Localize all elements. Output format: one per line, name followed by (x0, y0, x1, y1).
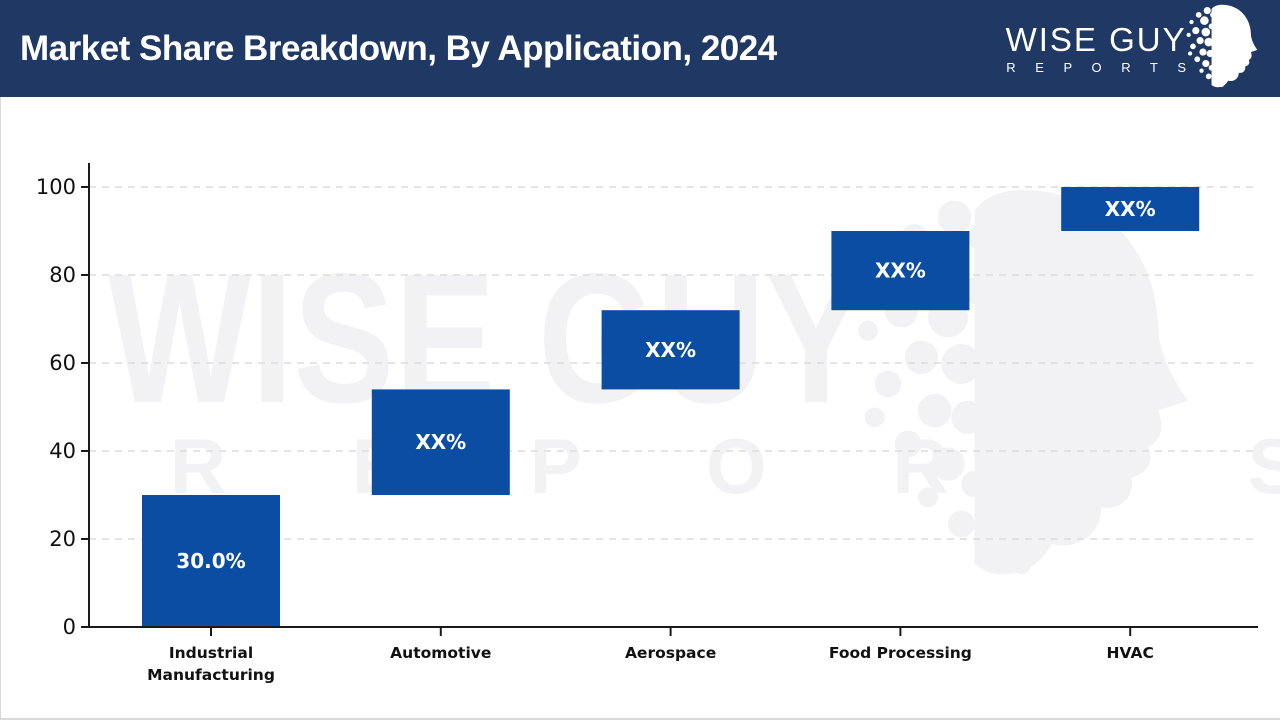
head-dot (918, 487, 938, 508)
head-dot (858, 320, 878, 341)
app-header: Market Share Breakdown, By Application, … (0, 0, 1280, 97)
head-dot (1202, 59, 1210, 68)
logo-wiseguy-text: WISE GUY (1005, 20, 1187, 58)
y-tick-label-40: 40 (49, 439, 76, 463)
brand-logo: WISE GUY R E P O R T S (998, 0, 1266, 97)
head-dot (1201, 27, 1211, 37)
head-dot (941, 344, 982, 384)
bar-label-automotive: XX% (415, 430, 466, 454)
y-tick-label-20: 20 (49, 527, 76, 551)
head-dot (1205, 73, 1212, 80)
head-dot (1204, 37, 1213, 47)
head-dot (918, 394, 952, 428)
head-dot (1199, 48, 1207, 56)
x-label-industrial-manufacturing: Industrial Manufacturing (147, 644, 275, 684)
bar-label-food-processing: XX% (875, 259, 926, 283)
logo-wordmark: WISE GUY R E P O R T S (998, 23, 1194, 75)
head-dot (904, 340, 938, 374)
head-dot (1186, 32, 1191, 38)
head-dot (864, 407, 885, 428)
head-dot (1187, 51, 1193, 56)
market-share-chart: 30.0% XX% XX% XX% XX% 0 20 40 60 80 100 Industrial M… (36, 163, 1258, 684)
logo-head-icon (1186, 4, 1258, 88)
x-label-automotive: Automotive (390, 644, 491, 662)
y-tick-label-0: 0 (63, 615, 76, 639)
logo-reports-text: R E P O R T S (1006, 59, 1194, 75)
head-dot (1200, 16, 1209, 25)
head-dot (1190, 43, 1196, 50)
bar-label-aerospace: XX% (645, 338, 696, 362)
left-border (0, 97, 1, 720)
head-dot (948, 510, 975, 538)
bar-label-hvac: XX% (1105, 197, 1156, 221)
head-dot (938, 200, 972, 234)
head-dot (874, 370, 902, 398)
x-label-food-processing: Food Processing (829, 644, 972, 662)
bar-aerospace (601, 310, 740, 390)
bar-food-processing (831, 231, 970, 311)
head-dot (1192, 27, 1200, 35)
y-tick-label-80: 80 (49, 263, 76, 287)
head-dot (931, 447, 965, 481)
bar-automotive (371, 389, 510, 495)
head-face (974, 190, 1188, 575)
bar-industrial-manufacturing (142, 495, 280, 627)
x-label-aerospace: Aerospace (625, 644, 716, 662)
x-label-hvac: HVAC (1107, 644, 1154, 662)
head-dot (1189, 19, 1194, 25)
head-dot (1194, 56, 1201, 63)
head-dot (1196, 37, 1204, 45)
bottom-border (0, 718, 1280, 720)
head-dot (1203, 7, 1211, 15)
bar-label-industrial-manufacturing: 30.0% (176, 549, 245, 573)
head-dot (1199, 68, 1204, 73)
chart-area: WISE GUY R E P O R T S 30.0% XX% XX% XX% XX%… (0, 97, 1280, 720)
page-title: Market Share Breakdown, By Application, … (20, 28, 777, 68)
y-tick-label-60: 60 (49, 351, 76, 375)
y-tick-label-100: 100 (36, 175, 76, 199)
bar-hvac (1061, 187, 1200, 231)
head-face (1211, 4, 1258, 88)
head-dot (1195, 12, 1202, 18)
